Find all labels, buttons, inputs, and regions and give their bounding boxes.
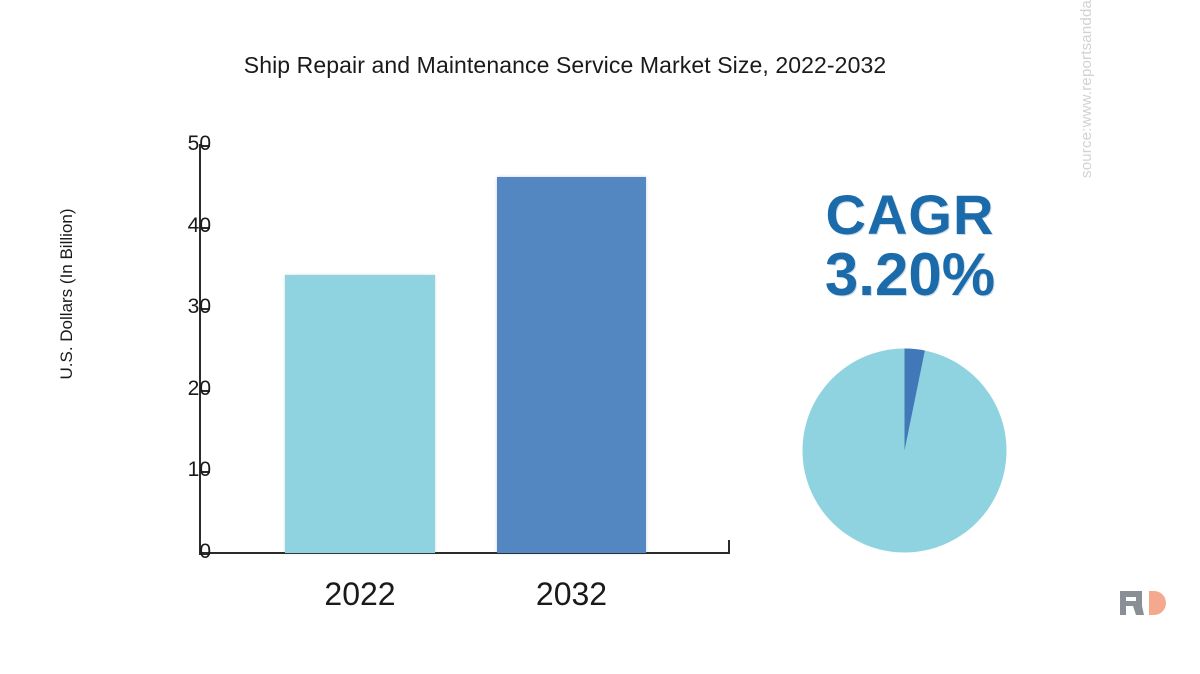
pie-slice-cagr: [904, 348, 925, 451]
bar-2032[interactable]: [497, 176, 646, 553]
reports-and-data-logo[interactable]: [1118, 588, 1176, 618]
cagr-pie-chart: [802, 348, 1007, 553]
x-tick-label-2032: 2032: [535, 576, 608, 612]
y-tick-label: 20: [187, 377, 211, 400]
x-axis-line: [199, 552, 730, 554]
logo-letter-r-icon: [1120, 591, 1144, 615]
page-title: Ship Repair and Maintenance Service Mark…: [243, 52, 887, 78]
y-tick-mark: [199, 471, 210, 473]
y-tick-label: 0: [199, 540, 211, 563]
cagr-label: CAGR: [825, 183, 995, 246]
y-tick-mark: [199, 308, 210, 310]
cagr-value: 3.20%: [824, 241, 996, 309]
bar-chart-plot-area: U.S. Dollars (In Billion) 50 40 30 20 10: [57, 132, 730, 612]
y-tick-label: 50: [187, 132, 211, 155]
bars-layer: [285, 176, 646, 553]
y-tick-label: 10: [187, 458, 211, 481]
y-tick-mark: [199, 227, 210, 229]
source-watermark: source:www.reportsanddata.com: [1078, 0, 1095, 178]
y-tick-mark: [199, 145, 210, 147]
y-tick-mark: [199, 553, 210, 555]
x-axis-end-tick: [728, 540, 730, 554]
y-axis-line: [199, 144, 201, 554]
bar-2022[interactable]: [285, 274, 435, 553]
logo-letter-d-icon: [1149, 591, 1166, 615]
x-tick-label-2022: 2022: [324, 576, 396, 612]
y-tick-label: 30: [187, 295, 211, 318]
y-tick-label: 40: [187, 214, 211, 237]
cagr-callout: CAGR 3.20%: [790, 186, 1030, 306]
y-tick-mark: [199, 390, 210, 392]
